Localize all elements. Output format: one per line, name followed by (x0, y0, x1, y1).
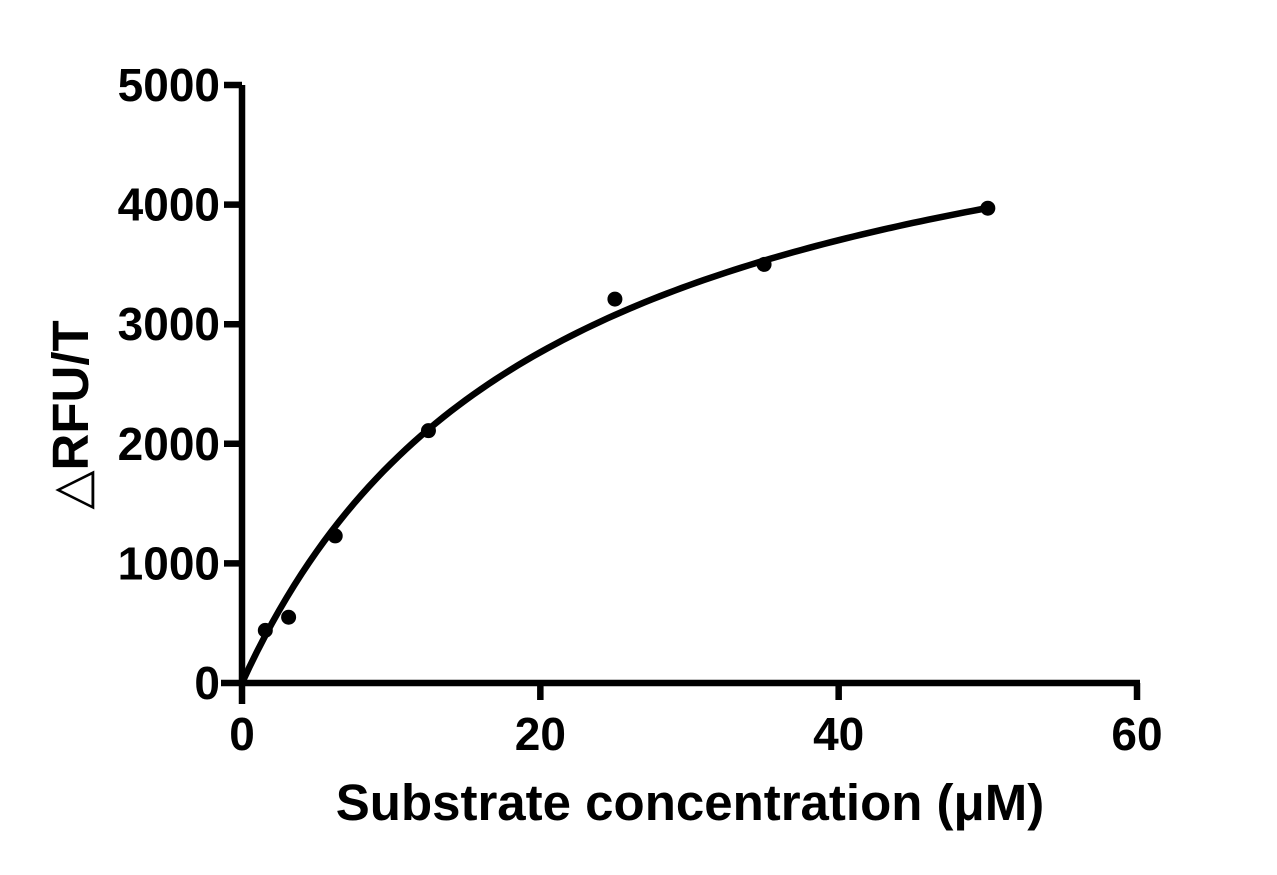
data-point (281, 609, 297, 625)
data-point (257, 622, 273, 638)
data-point (327, 528, 343, 544)
x-tick-label: 20 (515, 708, 566, 760)
y-tick-label: 3000 (118, 298, 220, 350)
y-tick-label: 4000 (118, 179, 220, 231)
data-point (420, 423, 436, 439)
data-point (756, 256, 772, 272)
data-points (257, 200, 996, 638)
x-axis-title: Substrate concentration (μM) (336, 774, 1044, 831)
data-point (980, 200, 996, 216)
fit-curve (238, 204, 992, 687)
y-tick-label: 2000 (118, 418, 220, 470)
y-axis-title: △RFU/T (42, 320, 99, 509)
axes (221, 81, 1141, 704)
x-tick-label: 60 (1111, 708, 1162, 760)
x-tick-label: 0 (229, 708, 255, 760)
tick-labels: 0 1000 2000 3000 4000 5000 0 20 40 60 (118, 59, 1163, 760)
y-tick-label: 5000 (118, 59, 220, 111)
y-tick-label: 0 (194, 657, 220, 709)
x-tick-label: 40 (813, 708, 864, 760)
y-tick-label: 1000 (118, 537, 220, 589)
data-point (607, 291, 623, 307)
